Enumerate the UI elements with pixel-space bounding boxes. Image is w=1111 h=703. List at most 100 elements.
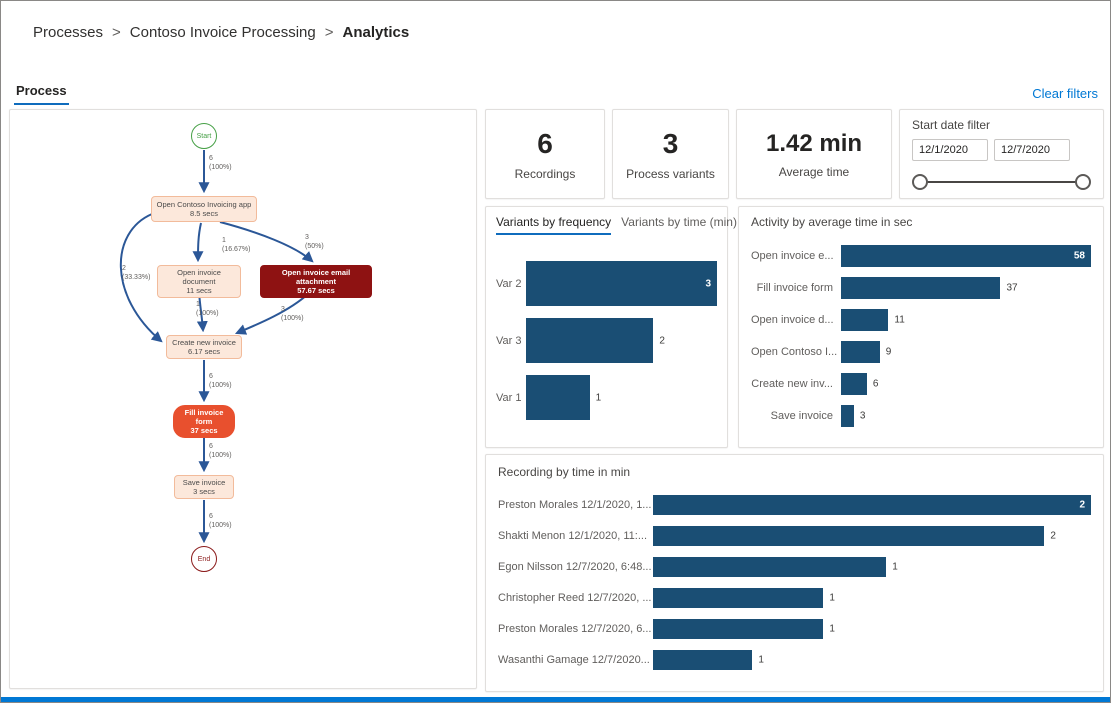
bar[interactable]: 2 [653, 495, 1091, 515]
bar-category-label: Open invoice e... [751, 250, 834, 262]
activity-chart-title: Activity by average time in sec [751, 215, 913, 229]
slider-handle-end[interactable] [1075, 174, 1091, 190]
bar-category-label: Var 1 [496, 391, 522, 404]
bar[interactable] [653, 619, 824, 639]
edge-count: 6 [209, 443, 213, 450]
clear-filters-link[interactable]: Clear filters [1032, 86, 1098, 101]
bar-track: 11 [841, 309, 1091, 331]
process-node-open-invoice-document[interactable]: Open invoice document 11 secs [157, 265, 241, 298]
bar[interactable]: 3 [526, 261, 717, 306]
node-label: Open invoice document [177, 268, 221, 286]
node-sublabel: 6.17 secs [187, 347, 221, 356]
bar-track: 1 [653, 557, 1091, 577]
node-label: Open Contoso Invoicing app [156, 200, 252, 209]
slider-handle-start[interactable] [912, 174, 928, 190]
edge-percent: (16.67%) [222, 245, 251, 253]
recordings-value: 6 [537, 127, 553, 159]
bar-track: 1 [653, 650, 1091, 670]
bar[interactable] [653, 526, 1045, 546]
bar-track: 58 [841, 245, 1091, 267]
edge-app-to-email [219, 221, 314, 263]
edge-label: 1 (100%) [196, 301, 219, 319]
edge-percent: (33.33%) [122, 273, 151, 281]
tab-variants-by-frequency[interactable]: Variants by frequency [496, 215, 612, 235]
bar-row: Preston Morales 12/1/2020, 1... 2 [498, 495, 1091, 515]
bar-value-label: 3 [859, 410, 866, 422]
edge-count: 6 [209, 155, 213, 162]
average-time-value: 1.42 min [765, 129, 863, 157]
bar-row: Save invoice 3 [751, 405, 1091, 427]
bar-value-label: 1 [758, 654, 764, 666]
process-node-start[interactable]: Start [191, 123, 217, 149]
edge-percent: (100%) [209, 163, 232, 171]
edge-count: 2 [122, 265, 126, 272]
variants-tabs: Variants by frequency Variants by time (… [496, 215, 737, 235]
bottom-accent-bar [1, 697, 1110, 702]
process-variants-card: 3 Process variants [612, 109, 729, 199]
edge-percent: (50%) [305, 242, 324, 250]
tab-variants-by-time[interactable]: Variants by time (min) [621, 215, 737, 229]
start-date-input[interactable] [912, 139, 988, 161]
process-node-fill-invoice-form[interactable]: Fill invoice form 37 secs [173, 405, 235, 438]
process-node-save-invoice[interactable]: Save invoice 3 secs [174, 475, 234, 499]
process-node-open-invoice-email-attachment[interactable]: Open invoice email attachment 57.67 secs [260, 265, 372, 298]
end-date-input[interactable] [994, 139, 1070, 161]
node-label: Save invoice [182, 478, 226, 487]
edge-percent: (100%) [209, 521, 232, 529]
recording-chart-title: Recording by time in min [498, 465, 631, 479]
bar[interactable] [653, 557, 887, 577]
process-map-panel: Start Open Contoso Invoicing app 8.5 sec… [9, 109, 477, 689]
bar-row: Var 1 1 [496, 375, 717, 420]
breadcrumb-processes[interactable]: Processes [33, 24, 104, 41]
bar-track: 6 [841, 373, 1091, 395]
process-node-create-new-invoice[interactable]: Create new invoice 6.17 secs [166, 335, 242, 359]
edge-count: 3 [281, 306, 285, 313]
bar-category-label: Var 2 [496, 277, 522, 290]
bar[interactable] [653, 588, 824, 608]
edge-label: 6 (100%) [209, 155, 232, 173]
process-node-end[interactable]: End [191, 546, 217, 572]
edge-label: 6 (100%) [209, 443, 232, 461]
tab-process[interactable]: Process [14, 83, 69, 105]
bar-track: 9 [841, 341, 1091, 363]
bar-track: 2 [653, 495, 1091, 515]
bar[interactable] [841, 373, 867, 395]
bar[interactable] [653, 650, 753, 670]
breadcrumb-separator: > [324, 24, 334, 41]
breadcrumb-contoso-invoice-processing[interactable]: Contoso Invoice Processing [129, 24, 316, 41]
bar[interactable]: 58 [841, 245, 1091, 267]
node-sublabel: 11 secs [186, 286, 212, 295]
date-filter-title: Start date filter [912, 118, 991, 132]
node-sublabel: 8.5 secs [190, 209, 218, 218]
slider-track [918, 181, 1085, 183]
bar-row: Preston Morales 12/7/2020, 6... 1 [498, 619, 1091, 639]
bar-value-label: 37 [1006, 282, 1018, 294]
bar[interactable] [841, 277, 1001, 299]
edge-percent: (100%) [196, 309, 219, 317]
bar-row: Wasanthi Gamage 12/7/2020... 1 [498, 650, 1091, 670]
edge-label: 3 (50%) [305, 234, 324, 252]
node-label: Create new invoice [172, 338, 236, 347]
node-sublabel: 57.67 secs [297, 286, 335, 295]
bar-value-label: 1 [892, 561, 898, 573]
bar-track: 3 [526, 261, 717, 306]
bar[interactable] [841, 405, 854, 427]
bar-value-label: 1 [595, 392, 602, 403]
bar-category-label: Egon Nilsson 12/7/2020, 6:48... [498, 561, 652, 573]
right-column: 6 Recordings 3 Process variants 1.42 min… [485, 109, 1104, 692]
bar-track: 1 [653, 588, 1091, 608]
edge-label: 1 (16.67%) [222, 237, 250, 255]
process-node-open-contoso-invoicing-app[interactable]: Open Contoso Invoicing app 8.5 secs [151, 196, 257, 222]
bar[interactable] [526, 318, 654, 363]
bar-category-label: Create new inv... [751, 378, 833, 390]
bar-category-label: Open invoice d... [751, 314, 834, 326]
date-inputs [912, 139, 1091, 161]
bar[interactable] [841, 309, 889, 331]
date-range-slider[interactable] [912, 173, 1091, 191]
bar-row: Var 2 3 [496, 261, 717, 306]
bar[interactable] [841, 341, 880, 363]
bar-row: Var 3 2 [496, 318, 717, 363]
bar-row: Christopher Reed 12/7/2020, ... 1 [498, 588, 1091, 608]
bar[interactable] [526, 375, 590, 420]
edge-percent: (100%) [281, 314, 304, 322]
